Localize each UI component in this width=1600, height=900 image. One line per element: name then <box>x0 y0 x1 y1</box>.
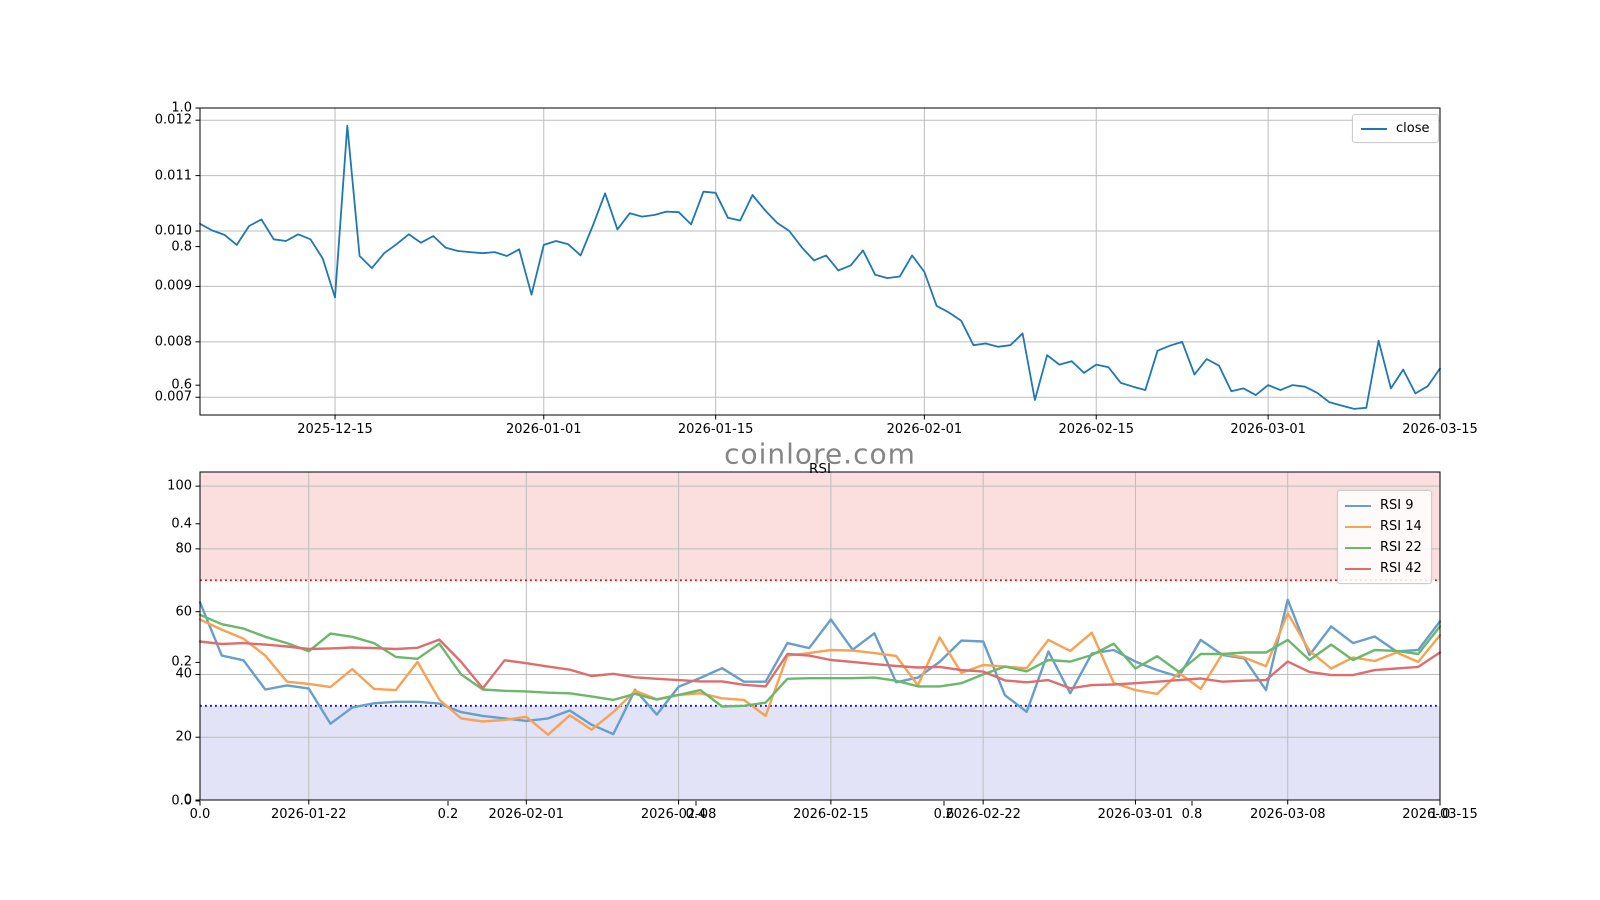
legend-entry: RSI 42 <box>1345 558 1422 579</box>
rsi-xtick-label: 2026-02-08 <box>640 807 717 822</box>
rsi-xtick-label: 2026-03-08 <box>1249 807 1326 822</box>
price-ytick-label: 0.007 <box>154 389 192 405</box>
price-xtick-label: 2026-01-01 <box>505 422 582 437</box>
legend-entry: close <box>1361 118 1429 139</box>
rsi-chart-title: RSI <box>809 461 831 477</box>
price-ytick-label: 0.010 <box>154 223 192 239</box>
price-xtick-label: 2026-03-01 <box>1230 422 1306 437</box>
legend-entry: RSI 22 <box>1345 537 1422 558</box>
price-xtick-label: 2026-01-15 <box>677 422 754 437</box>
overlay-ytick-label: 0.2 <box>171 654 192 670</box>
overlay-xtick-label: 1.0 <box>1429 807 1451 822</box>
legend-label: RSI 9 <box>1380 498 1414 513</box>
rsi-xtick-label: 2026-03-01 <box>1097 807 1174 822</box>
legend-entry: RSI 9 <box>1345 495 1422 516</box>
legend-label: close <box>1396 121 1430 136</box>
price-xtick-label: 2026-02-01 <box>886 422 963 437</box>
overlay-ytick-label: 0.4 <box>171 516 192 532</box>
price-ytick-label: 0.008 <box>154 334 192 350</box>
overlay-xtick-label: 0.6 <box>933 807 955 822</box>
price-xtick-label: 2025-12-15 <box>297 422 373 437</box>
rsi-xtick-label: 2026-02-15 <box>793 807 869 822</box>
rsi-ytick-label: 60 <box>175 604 192 620</box>
price-ytick-label: 0.012 <box>154 112 192 128</box>
overlay-xtick-label: 0.2 <box>437 807 459 822</box>
legend-line-swatch <box>1345 546 1371 549</box>
price-ytick-label: 0.009 <box>154 278 192 294</box>
overlay-ytick-label: 1.0 <box>171 100 192 116</box>
legend-label: RSI 22 <box>1380 540 1422 555</box>
price-xtick-label: 2026-03-15 <box>1402 422 1478 437</box>
rsi-ytick-label: 40 <box>175 666 192 682</box>
overlay-ytick-label: 0.0 <box>171 793 192 809</box>
price-ytick-label: 0.011 <box>154 168 192 184</box>
rsi-xtick-label: 2026-02-22 <box>945 807 1021 822</box>
rsi-ytick-label: 0 <box>183 792 192 808</box>
rsi-xtick-label: 2026-01-22 <box>270 807 347 822</box>
rsi-ytick-label: 20 <box>175 729 192 745</box>
legend-line-swatch <box>1345 504 1371 507</box>
legend-line-swatch <box>1345 567 1371 570</box>
overlay-xtick-label: 0.8 <box>1181 807 1203 822</box>
rsi-xtick-label: 2026-02-01 <box>488 807 565 822</box>
rsi-legend: RSI 9 RSI 14 RSI 22 RSI 42 <box>1337 490 1432 584</box>
price-legend: close <box>1352 114 1440 143</box>
watermark: coinlore.com <box>724 437 916 471</box>
rsi-ytick-label: 100 <box>167 478 192 494</box>
legend-entry: RSI 14 <box>1345 516 1422 537</box>
legend-line-swatch <box>1361 127 1387 130</box>
legend-line-swatch <box>1345 525 1371 528</box>
overlay-xtick-label: 0.0 <box>189 807 211 822</box>
overlay-ytick-label: 0.6 <box>171 377 192 393</box>
price-xtick-label: 2026-02-15 <box>1058 422 1135 437</box>
overlay-ytick-label: 0.8 <box>171 239 192 255</box>
overlay-xtick-label: 0.4 <box>685 807 707 822</box>
legend-label: RSI 14 <box>1380 519 1422 534</box>
legend-label: RSI 42 <box>1380 561 1422 576</box>
rsi-xtick-label: 2026-03-15 <box>1402 807 1478 822</box>
rsi-ytick-label: 80 <box>175 541 192 557</box>
